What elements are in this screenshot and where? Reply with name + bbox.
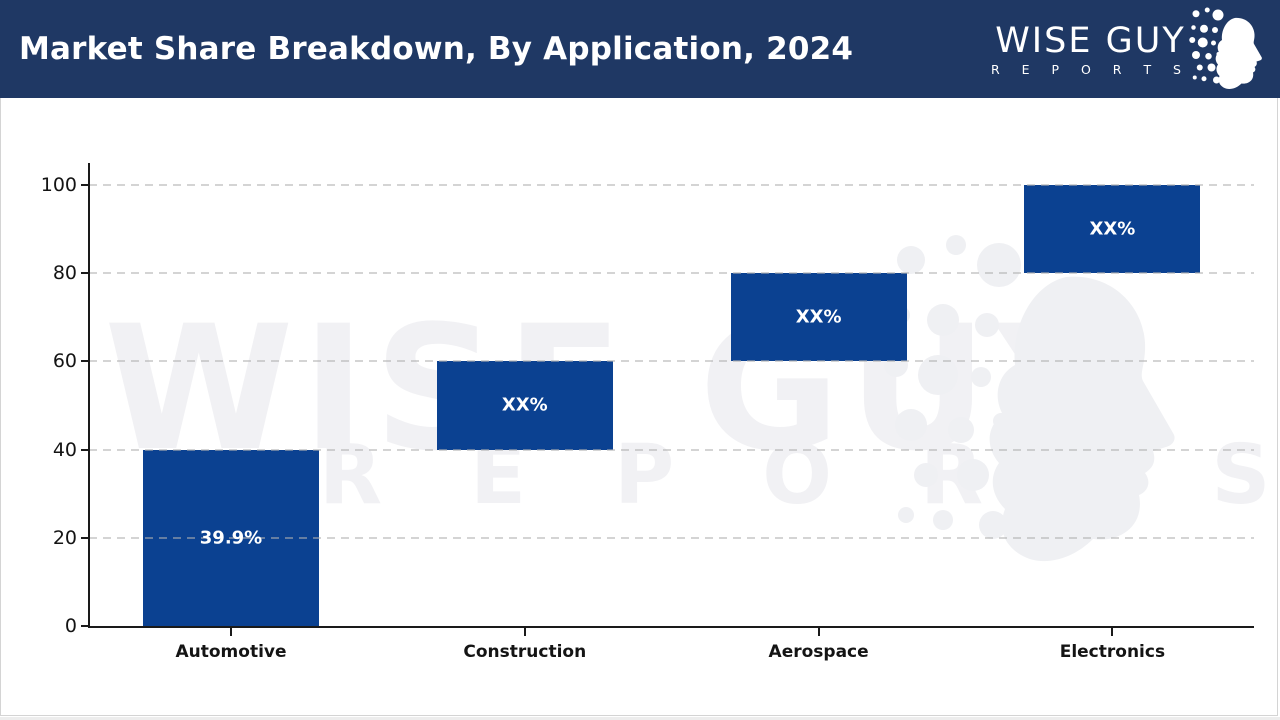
- bar-value-label: XX%: [795, 306, 842, 328]
- y-tick-mark: [81, 360, 89, 363]
- x-axis-spine: [88, 626, 1254, 628]
- x-axis-label-automotive: Automotive: [175, 642, 287, 662]
- y-tick-label: 20: [52, 526, 77, 549]
- y-tick-mark: [81, 625, 89, 627]
- bar-electronics: [1024, 184, 1201, 274]
- chart-canvas: WISE GUY REPORTS 0 20 40 60 80 100 39.9% Automo…: [0, 98, 1278, 716]
- y-tick-label: 60: [52, 350, 77, 373]
- y-tick-label: 40: [52, 438, 77, 461]
- x-tick-mark: [230, 628, 232, 636]
- y-tick-mark: [81, 183, 89, 186]
- y-axis-spine: [88, 163, 90, 628]
- gridline: [89, 183, 1254, 186]
- gridline: [89, 536, 1254, 539]
- y-tick-mark: [81, 536, 89, 539]
- bar-value-label: XX%: [1089, 218, 1136, 240]
- logo-wordmark: WISE GUY: [995, 21, 1186, 62]
- chart-title: Market Share Breakdown, By Application, …: [19, 31, 854, 67]
- x-tick-mark: [523, 628, 526, 636]
- bar-value-label: 39.9%: [199, 527, 263, 549]
- x-axis-label-electronics: Electronics: [1059, 642, 1166, 662]
- bar-aerospace: [730, 273, 907, 362]
- logo-text: WISE GUY R E P O R T S: [991, 23, 1190, 77]
- header-bar: Market Share Breakdown, By Application, …: [0, 0, 1280, 98]
- x-tick-mark: [1111, 628, 1114, 636]
- x-axis-label-construction: Construction: [463, 642, 587, 662]
- y-tick-mark: [81, 448, 89, 451]
- y-tick-mark: [81, 272, 89, 275]
- head-dots: [1189, 7, 1224, 84]
- logo-subtitle: R E P O R T S: [990, 61, 1190, 77]
- dotted-head-profile-icon: [1189, 7, 1262, 90]
- bar-construction: [436, 361, 613, 450]
- face-silhouette: [1215, 17, 1262, 90]
- gridline: [89, 360, 1254, 363]
- y-tick-label: 100: [40, 173, 77, 196]
- bar-value-label: XX%: [501, 394, 548, 416]
- x-axis-label-aerospace: Aerospace: [768, 642, 869, 662]
- wise-guy-reports-logo: WISE GUY R E P O R T S: [991, 6, 1268, 94]
- y-tick-label: 0: [64, 615, 77, 637]
- bottom-strip: [0, 717, 1280, 720]
- gridline: [89, 448, 1254, 451]
- gridline: [89, 272, 1254, 275]
- y-tick-label: 80: [52, 262, 77, 285]
- x-tick-mark: [817, 628, 820, 636]
- watermark-dotted-head-icon: [884, 235, 1175, 562]
